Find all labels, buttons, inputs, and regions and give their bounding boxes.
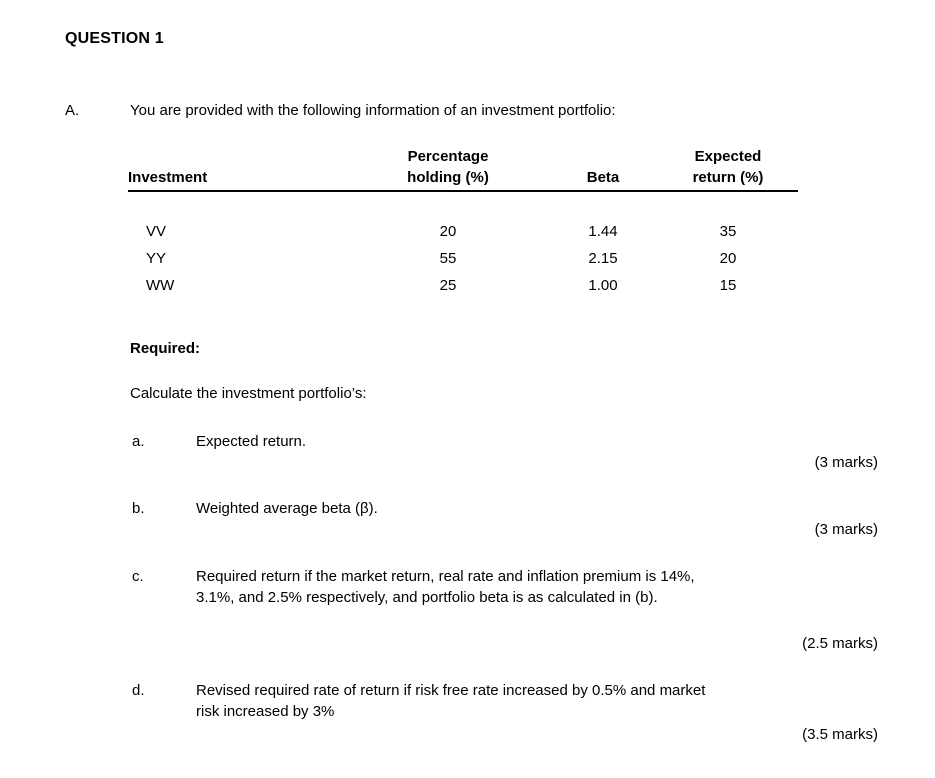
col-header-investment: Investment — [128, 146, 348, 192]
item-content: Expected return. (3 marks) — [196, 431, 878, 473]
section-letter: A. — [65, 102, 80, 119]
item-letter: d. — [132, 682, 145, 699]
cell-expected-return: 35 — [719, 223, 737, 240]
col-header-beta: Beta — [548, 146, 658, 192]
item-text: Expected return. — [196, 433, 307, 450]
cell-beta: 1.44 — [588, 223, 618, 240]
section-a: A. You are provided with the following i… — [65, 100, 878, 121]
requirement-item-b: b. Weighted average beta (β). (3 marks) — [132, 498, 878, 540]
item-marks: (3 marks) — [814, 521, 878, 538]
requirement-item-d: d. Revised required rate of return if ri… — [132, 680, 878, 745]
col-header-percentage-holding: Percentage holding (%) — [348, 146, 548, 192]
item-text: Weighted average beta (β). — [196, 500, 378, 517]
table-header-row: Investment Percentage holding (%) Beta E… — [128, 146, 798, 192]
item-marks: (3 marks) — [814, 454, 878, 471]
calculate-intro: Calculate the investment portfolio’s: — [130, 385, 367, 402]
cell-investment: YY — [146, 250, 167, 267]
portfolio-table: Investment Percentage holding (%) Beta E… — [128, 146, 798, 299]
question-title: QUESTION 1 — [65, 30, 164, 47]
item-letter: c. — [132, 568, 144, 585]
cell-investment: VV — [146, 223, 167, 240]
required-heading: Required: — [130, 340, 201, 357]
table-row: YY 55 2.15 20 — [128, 245, 798, 272]
requirement-item-c: c. Required return if the market return,… — [132, 566, 878, 654]
cell-expected-return: 20 — [719, 250, 737, 267]
table-row: WW 25 1.00 15 — [128, 272, 798, 299]
item-text: Required return if the market return, re… — [196, 568, 695, 606]
requirement-item-a: a. Expected return. (3 marks) — [132, 431, 878, 473]
item-letter: b. — [132, 500, 145, 517]
cell-beta: 2.15 — [588, 250, 618, 267]
cell-holding: 55 — [439, 250, 457, 267]
table-row: VV 20 1.44 35 — [128, 191, 798, 245]
cell-holding: 25 — [439, 277, 457, 294]
cell-beta: 1.00 — [588, 277, 618, 294]
col-header-expected-return: Expected return (%) — [658, 146, 798, 192]
cell-holding: 20 — [439, 223, 457, 240]
cell-expected-return: 15 — [719, 277, 737, 294]
section-intro: You are provided with the following info… — [130, 102, 616, 119]
item-text: Revised required rate of return if risk … — [196, 682, 706, 720]
item-content: Required return if the market return, re… — [196, 566, 878, 654]
item-content: Revised required rate of return if risk … — [196, 680, 878, 745]
cell-investment: WW — [146, 277, 175, 294]
item-content: Weighted average beta (β). (3 marks) — [196, 498, 878, 540]
item-marks: (3.5 marks) — [802, 726, 878, 743]
item-marks: (2.5 marks) — [802, 635, 878, 652]
item-letter: a. — [132, 433, 145, 450]
